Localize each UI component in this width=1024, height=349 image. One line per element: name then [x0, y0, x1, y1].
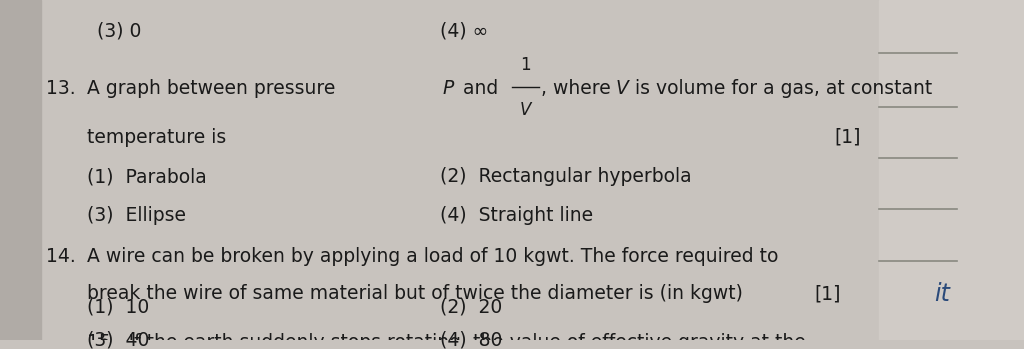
Text: 15.  If the earth suddenly stops rotating, the value of effective gravity at the: 15. If the earth suddenly stops rotating… [87, 333, 806, 349]
Text: (1)  10: (1) 10 [87, 298, 150, 317]
Text: 13.: 13. [46, 79, 76, 98]
Text: [1]: [1] [814, 284, 841, 303]
Text: (2)  20: (2) 20 [440, 298, 503, 317]
Text: V: V [615, 79, 629, 98]
Text: (4)  80: (4) 80 [440, 330, 503, 349]
Text: A wire can be broken by applying a load of 10 kgwt. The force required to: A wire can be broken by applying a load … [87, 247, 778, 266]
Text: (3) 0: (3) 0 [97, 21, 141, 40]
Text: (3)  Ellipse: (3) Ellipse [87, 206, 186, 225]
Text: (4) ∞: (4) ∞ [440, 21, 488, 40]
Text: (3)  40: (3) 40 [87, 330, 150, 349]
Text: V: V [519, 101, 531, 119]
Text: (2)  Rectangular hyperbola: (2) Rectangular hyperbola [440, 167, 692, 186]
Text: , where: , where [541, 79, 616, 98]
Text: and: and [457, 79, 504, 98]
Text: temperature is: temperature is [87, 128, 226, 147]
Text: is volume for a gas, at constant: is volume for a gas, at constant [629, 79, 932, 98]
Text: [1]: [1] [835, 128, 861, 147]
Text: 14.: 14. [46, 247, 76, 266]
Text: (1)  Parabola: (1) Parabola [87, 167, 207, 186]
Text: P: P [442, 79, 454, 98]
Text: it: it [934, 282, 950, 306]
Bar [0, 0, 41, 340]
Bar [879, 0, 1024, 340]
Text: 1: 1 [520, 55, 530, 74]
Text: A graph between pressure: A graph between pressure [87, 79, 341, 98]
Text: (4)  Straight line: (4) Straight line [440, 206, 594, 225]
Text: break the wire of same material but of twice the diameter is (in kgwt): break the wire of same material but of t… [87, 284, 743, 303]
